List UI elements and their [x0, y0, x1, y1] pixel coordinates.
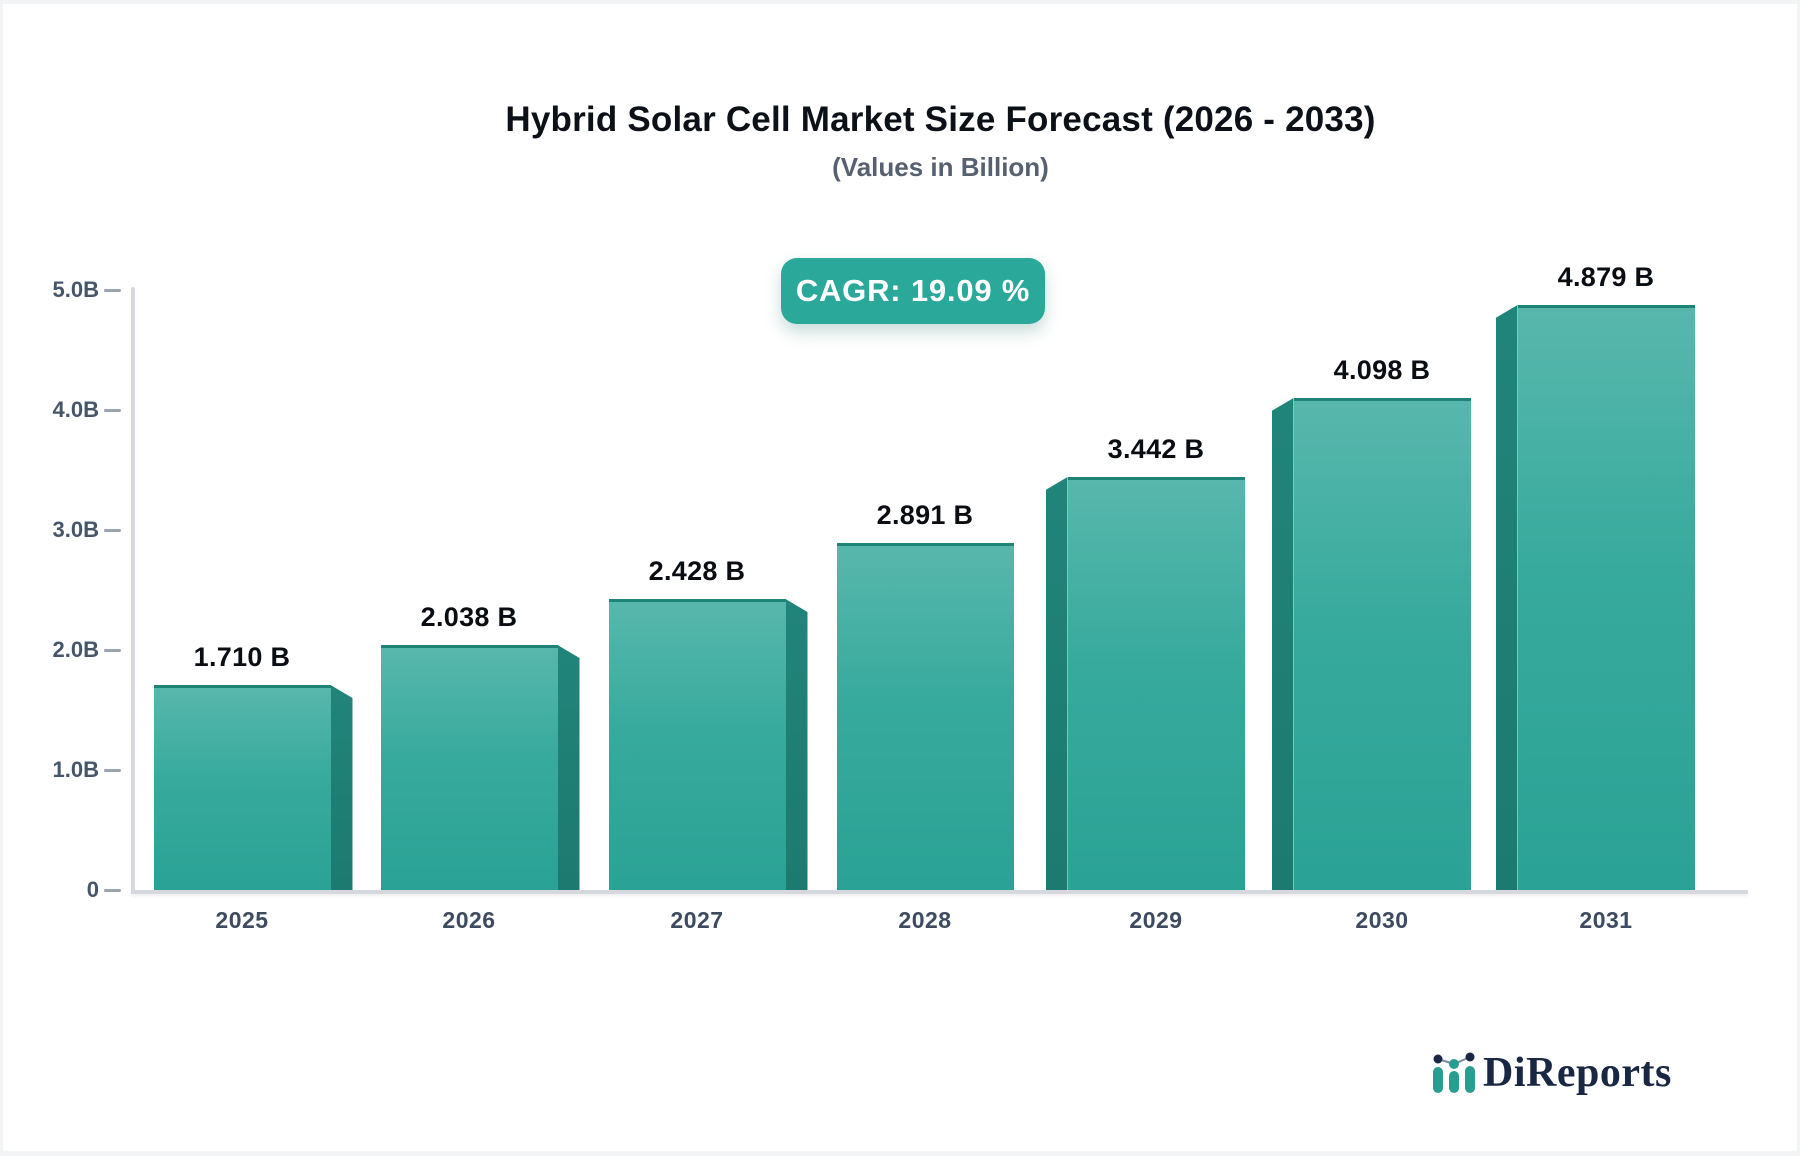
bar-value-label: 1.710 B: [193, 642, 291, 672]
x-tick-label-2028: 2028: [898, 907, 952, 933]
bar-side-2025: [330, 685, 353, 890]
y-tick-dash: [104, 529, 121, 532]
bar-2031: [1517, 305, 1695, 890]
chart-subtitle: (Values in Billion): [832, 152, 1049, 182]
x-tick-label-2029: 2029: [1129, 907, 1183, 933]
bar-value-label: 4.098 B: [1333, 355, 1431, 385]
x-axis-line: [131, 890, 1748, 894]
bar-side-2026: [557, 645, 580, 890]
bar-side-2027: [785, 599, 808, 890]
bar-chart-logo-icon: [1433, 1052, 1475, 1093]
bar-value-label: 2.891 B: [876, 500, 974, 530]
y-tick-dash: [104, 769, 121, 772]
bar-2025: [153, 685, 331, 890]
bar-side-2030: [1271, 398, 1294, 890]
x-tick-label-2027: 2027: [670, 907, 724, 933]
x-tick-label-2031: 2031: [1579, 907, 1633, 933]
bar-value-label: 3.442 B: [1107, 434, 1205, 464]
cagr-badge: CAGR: 19.09 %: [781, 258, 1045, 324]
chart-title: Hybrid Solar Cell Market Size Forecast (…: [505, 100, 1376, 139]
logo-text: DiReports: [1483, 1050, 1672, 1096]
bar-value-label: 2.038 B: [420, 602, 518, 632]
chart-card: Hybrid Solar Cell Market Size Forecast (…: [3, 4, 1797, 1151]
bar-2028: [836, 543, 1014, 890]
y-tick-label: 0: [86, 877, 99, 902]
y-tick-label: 2.0B: [52, 637, 99, 662]
y-tick-label: 5.0B: [52, 277, 99, 302]
y-tick-label: 3.0B: [52, 517, 99, 542]
x-tick-label-2030: 2030: [1355, 907, 1409, 933]
bar-value-label: 2.428 B: [648, 556, 746, 586]
x-tick-label-2026: 2026: [442, 907, 496, 933]
y-tick-label: 4.0B: [52, 397, 99, 422]
y-tick-label: 1.0B: [52, 757, 99, 782]
bar-side-2031: [1495, 305, 1518, 890]
x-tick-label-2025: 2025: [215, 907, 269, 933]
y-tick-dash: [104, 889, 121, 892]
direports-logo: DiReports: [1431, 1044, 1721, 1096]
y-tick-dash: [104, 649, 121, 652]
bar-value-label: 4.879 B: [1557, 262, 1655, 292]
bar-2026: [380, 645, 558, 890]
y-axis-line: [131, 287, 135, 894]
bar-2030: [1293, 398, 1471, 890]
bar-2029: [1067, 477, 1245, 890]
bar-2027: [608, 599, 786, 890]
bar-side-2029: [1045, 477, 1068, 890]
y-tick-dash: [104, 409, 121, 412]
y-tick-dash: [104, 289, 121, 292]
